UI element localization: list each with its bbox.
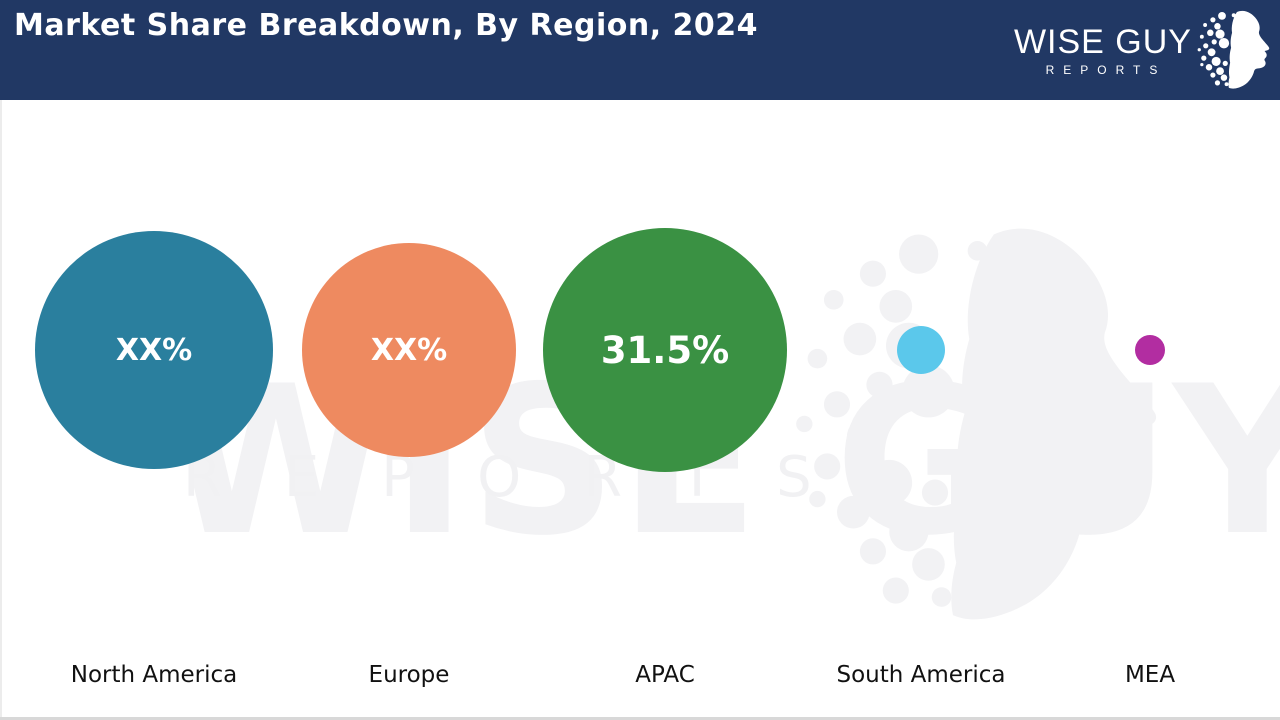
bubble-south-america [897, 326, 945, 374]
wiseguy-head-icon [1197, 10, 1270, 89]
category-label-europe: Europe [368, 662, 450, 688]
chart-area: WISE GUY REPORTS XX% XX% 31.5% North Ameri… [0, 100, 1280, 720]
bubble-mea [1135, 335, 1165, 365]
wiseguy-logo: WISE GUY REPORTS [1014, 5, 1274, 97]
bubble-north-america: XX% [35, 231, 273, 469]
bubble-value-europe: XX% [370, 332, 448, 368]
logo-wordmark: WISE GUY [1013, 23, 1192, 62]
left-frame-line [0, 100, 2, 720]
bubble-value-north-america: XX% [115, 332, 193, 368]
category-label-apac: APAC [635, 662, 695, 688]
category-label-north-america: North America [70, 662, 238, 688]
watermark-subtext: REPORTS [183, 445, 874, 510]
bubble-europe: XX% [302, 243, 516, 457]
wiseguy-logo-text: WISE GUY REPORTS [1013, 23, 1192, 77]
page-title: Market Share Breakdown, By Region, 2024 [14, 8, 759, 43]
header-bar: Market Share Breakdown, By Region, 2024 … [0, 0, 1280, 100]
category-label-mea: MEA [1124, 662, 1176, 688]
bottom-frame-line [0, 717, 1280, 720]
watermark-head-icon [796, 228, 1157, 620]
bubble-value-apac: 31.5% [600, 328, 730, 372]
logo-subtext: REPORTS [1045, 62, 1167, 77]
bubble-apac: 31.5% [543, 228, 787, 472]
category-label-south-america: South America [836, 662, 1006, 688]
